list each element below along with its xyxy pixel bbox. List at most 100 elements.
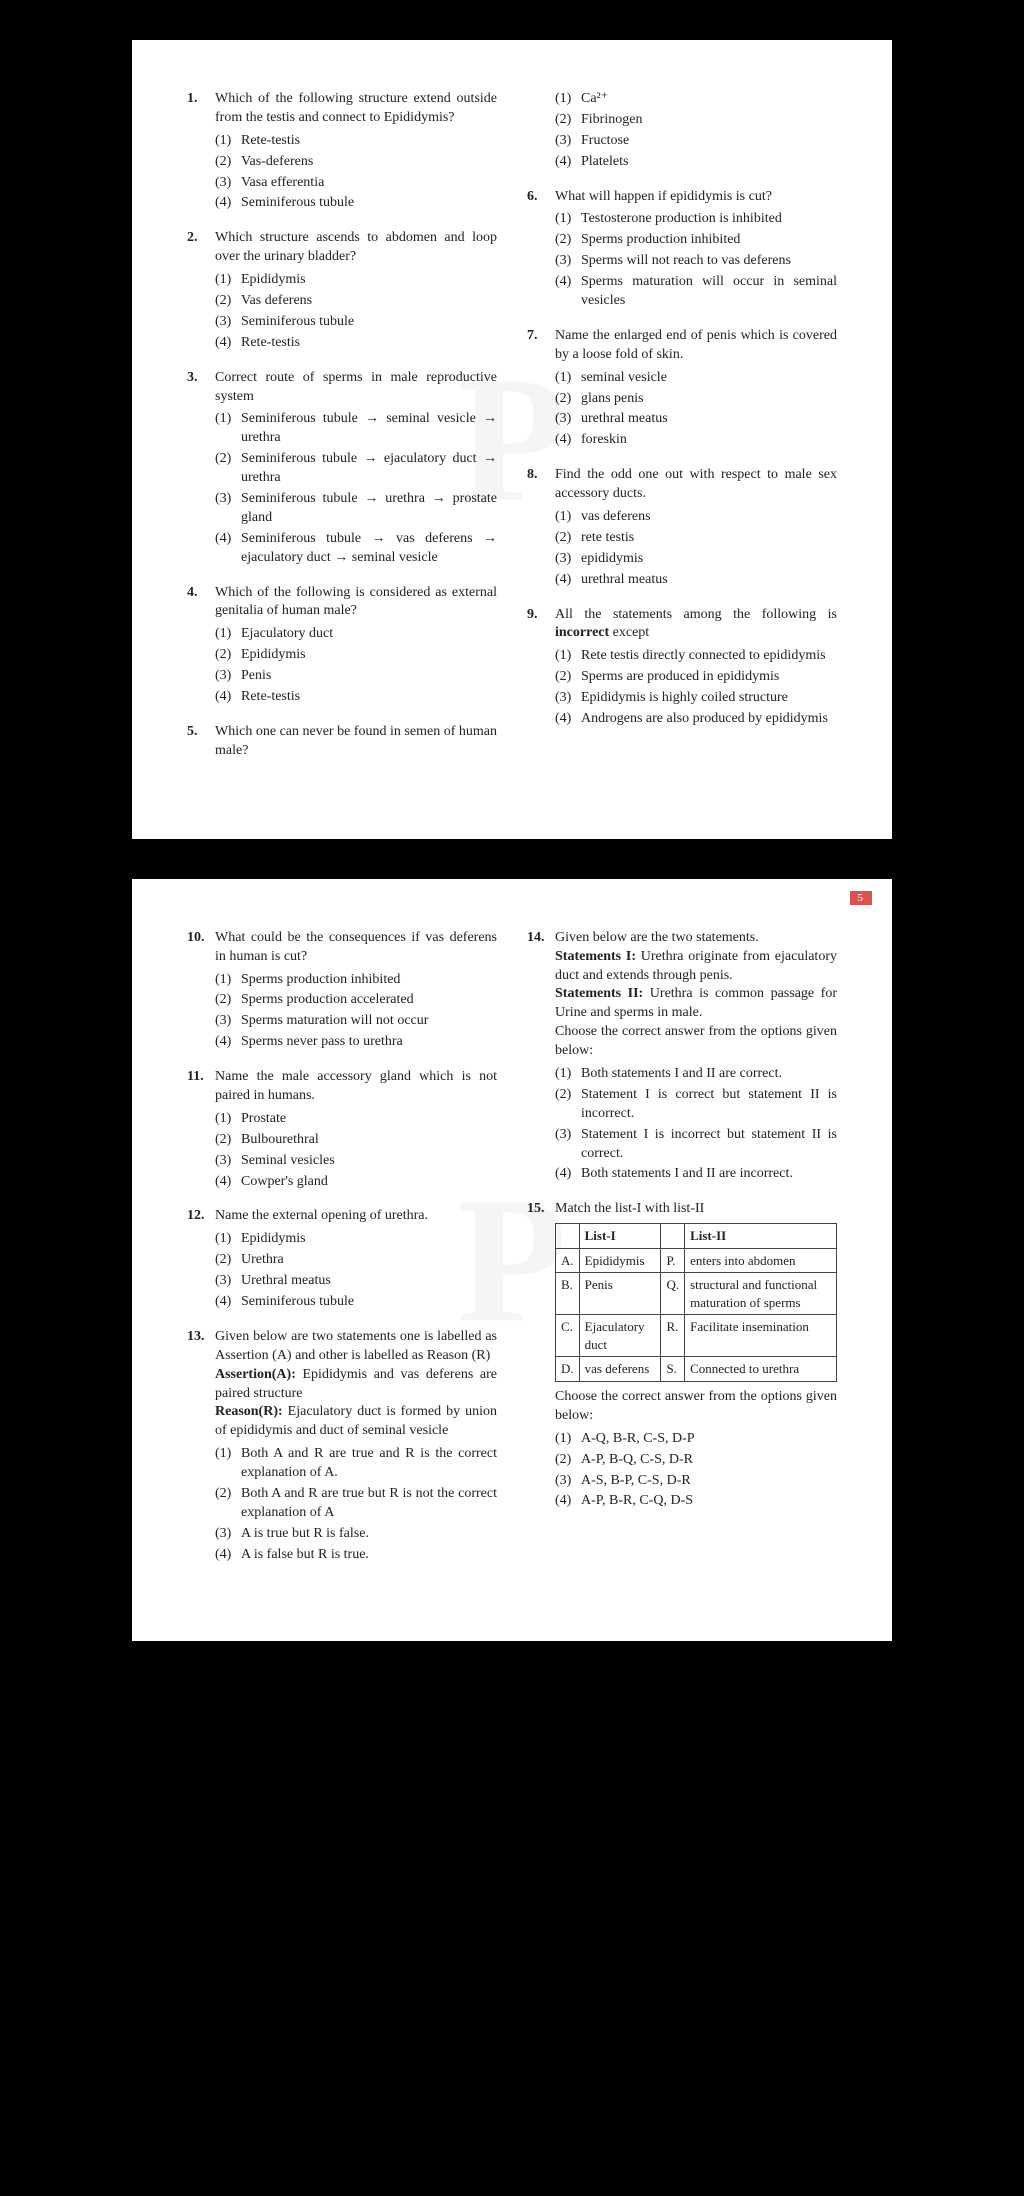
option-text: Epididymis — [241, 1230, 497, 1249]
option-text: seminal vesicle — [581, 369, 837, 388]
question-number: 2. — [187, 229, 215, 354]
options: (1)Ca²⁺(2)Fibrinogen(3)Fructose(4)Platel… — [555, 90, 837, 172]
option-number: (2) — [555, 1086, 581, 1124]
option-text: Sperms maturation will not occur — [241, 1012, 497, 1031]
option-number: (1) — [215, 132, 241, 151]
option-number: (1) — [215, 1445, 241, 1483]
option: (1)A-Q, B-R, C-S, D-P — [555, 1430, 837, 1449]
options: (1)Testosterone production is inhibited(… — [555, 210, 837, 310]
option-number: (1) — [215, 271, 241, 290]
options: (1)Both A and R are true and R is the co… — [215, 1445, 497, 1564]
question-body: Name the external opening of urethra. (1)… — [215, 1207, 497, 1313]
table-header — [661, 1224, 685, 1249]
question-body: Find the odd one out with respect to mal… — [555, 466, 837, 591]
option-text: Both A and R are true and R is the corre… — [241, 1445, 497, 1483]
table-header — [556, 1224, 580, 1249]
question-stem: Match the list-I with list-II — [555, 1200, 837, 1219]
question-stem: Name the external opening of urethra. — [215, 1207, 497, 1226]
option-text: Fructose — [581, 132, 837, 151]
question: 7.Name the enlarged end of penis which i… — [527, 327, 837, 452]
table-cell: S. — [661, 1357, 685, 1382]
option-number: (3) — [215, 1272, 241, 1291]
option-text: Both A and R are true but R is not the c… — [241, 1485, 497, 1523]
question-body: Which structure ascends to abdomen and l… — [215, 229, 497, 354]
option-text: Both statements I and II are correct. — [581, 1065, 837, 1084]
option: (3)Statement I is incorrect but statemen… — [555, 1126, 837, 1164]
option-text: Bulbourethral — [241, 1131, 497, 1150]
option-number: (1) — [555, 369, 581, 388]
option-text: Seminal vesicles — [241, 1152, 497, 1171]
question: 3.Correct route of sperms in male reprod… — [187, 369, 497, 570]
option-number: (2) — [555, 231, 581, 250]
option-number: (3) — [215, 490, 241, 528]
question-number: 14. — [527, 929, 555, 1187]
option-number: (4) — [215, 1173, 241, 1192]
option-text: Penis — [241, 667, 497, 686]
question-number: 12. — [187, 1207, 215, 1313]
option-text: Sperms production accelerated — [241, 991, 497, 1010]
option-number: (3) — [555, 1472, 581, 1491]
option-number: (4) — [215, 194, 241, 213]
option-number: (3) — [215, 667, 241, 686]
options: (1)Seminiferous tubule → seminal vesicle… — [215, 410, 497, 567]
option-number: (1) — [555, 508, 581, 527]
option-number: (2) — [215, 292, 241, 311]
option: (4)Platelets — [555, 153, 837, 172]
question-number: 8. — [527, 466, 555, 591]
option-number: (4) — [555, 431, 581, 450]
option-number: (3) — [555, 550, 581, 569]
option-number: (1) — [215, 1230, 241, 1249]
right-column: 14.Given below are the two statements.St… — [527, 929, 837, 1581]
option: (4)Cowper's gland — [215, 1173, 497, 1192]
option: (2)Bulbourethral — [215, 1131, 497, 1150]
question-body: Match the list-I with list-IIList-IList-… — [555, 1200, 837, 1513]
question-body: What will happen if epididymis is cut? (1… — [555, 188, 837, 313]
option: (1)seminal vesicle — [555, 369, 837, 388]
question-stem: What will happen if epididymis is cut? — [555, 188, 837, 207]
option: (1)Ca²⁺ — [555, 90, 837, 109]
table-cell: Ejaculatory duct — [579, 1315, 661, 1357]
option-text: vas deferens — [581, 508, 837, 527]
question-number: 4. — [187, 584, 215, 709]
question-body: Given below are the two statements.State… — [555, 929, 837, 1187]
table-row: A.EpididymisP.enters into abdomen — [556, 1248, 837, 1273]
option: (3)A is true but R is false. — [215, 1525, 497, 1544]
table-cell: Penis — [579, 1273, 661, 1315]
question-number: 15. — [527, 1200, 555, 1513]
table-cell: vas deferens — [579, 1357, 661, 1382]
left-column: 10.What could be the consequences if vas… — [187, 929, 497, 1581]
option: (4)A-P, B-R, C-Q, D-S — [555, 1492, 837, 1511]
option-text: A-Q, B-R, C-S, D-P — [581, 1430, 837, 1449]
option-number: (1) — [215, 971, 241, 990]
option: (3)Penis — [215, 667, 497, 686]
question-number: 7. — [527, 327, 555, 452]
question-stem: Which one can never be found in semen of… — [215, 723, 497, 761]
option-number: (4) — [555, 1492, 581, 1511]
option-number: (3) — [555, 252, 581, 271]
question-number: 1. — [187, 90, 215, 215]
question-body: Name the enlarged end of penis which is … — [555, 327, 837, 452]
option-text: Statement I is incorrect but statement I… — [581, 1126, 837, 1164]
option-text: Vas deferens — [241, 292, 497, 311]
question-after: Choose the correct answer from the optio… — [555, 1388, 837, 1426]
option: (2)Both A and R are true but R is not th… — [215, 1485, 497, 1523]
option-text: A-P, B-Q, C-S, D-R — [581, 1451, 837, 1470]
option-text: Vas-deferens — [241, 153, 497, 172]
option-text: Testosterone production is inhibited — [581, 210, 837, 229]
question-number: 11. — [187, 1068, 215, 1193]
option-text: Rete-testis — [241, 688, 497, 707]
option: (3)A-S, B-P, C-S, D-R — [555, 1472, 837, 1491]
option-text: Sperms are produced in epididymis — [581, 668, 837, 687]
option: (2)glans penis — [555, 390, 837, 409]
option-number: (4) — [215, 1033, 241, 1052]
option-number: (2) — [215, 1485, 241, 1523]
option-text: Ejaculatory duct — [241, 625, 497, 644]
option-number: (2) — [555, 529, 581, 548]
option: (1)vas deferens — [555, 508, 837, 527]
option-text: Rete-testis — [241, 334, 497, 353]
table-cell: A. — [556, 1248, 580, 1273]
option-text: urethral meatus — [581, 571, 837, 590]
option: (3)Sperms will not reach to vas deferens — [555, 252, 837, 271]
option-text: Sperms never pass to urethra — [241, 1033, 497, 1052]
option-text: Platelets — [581, 153, 837, 172]
